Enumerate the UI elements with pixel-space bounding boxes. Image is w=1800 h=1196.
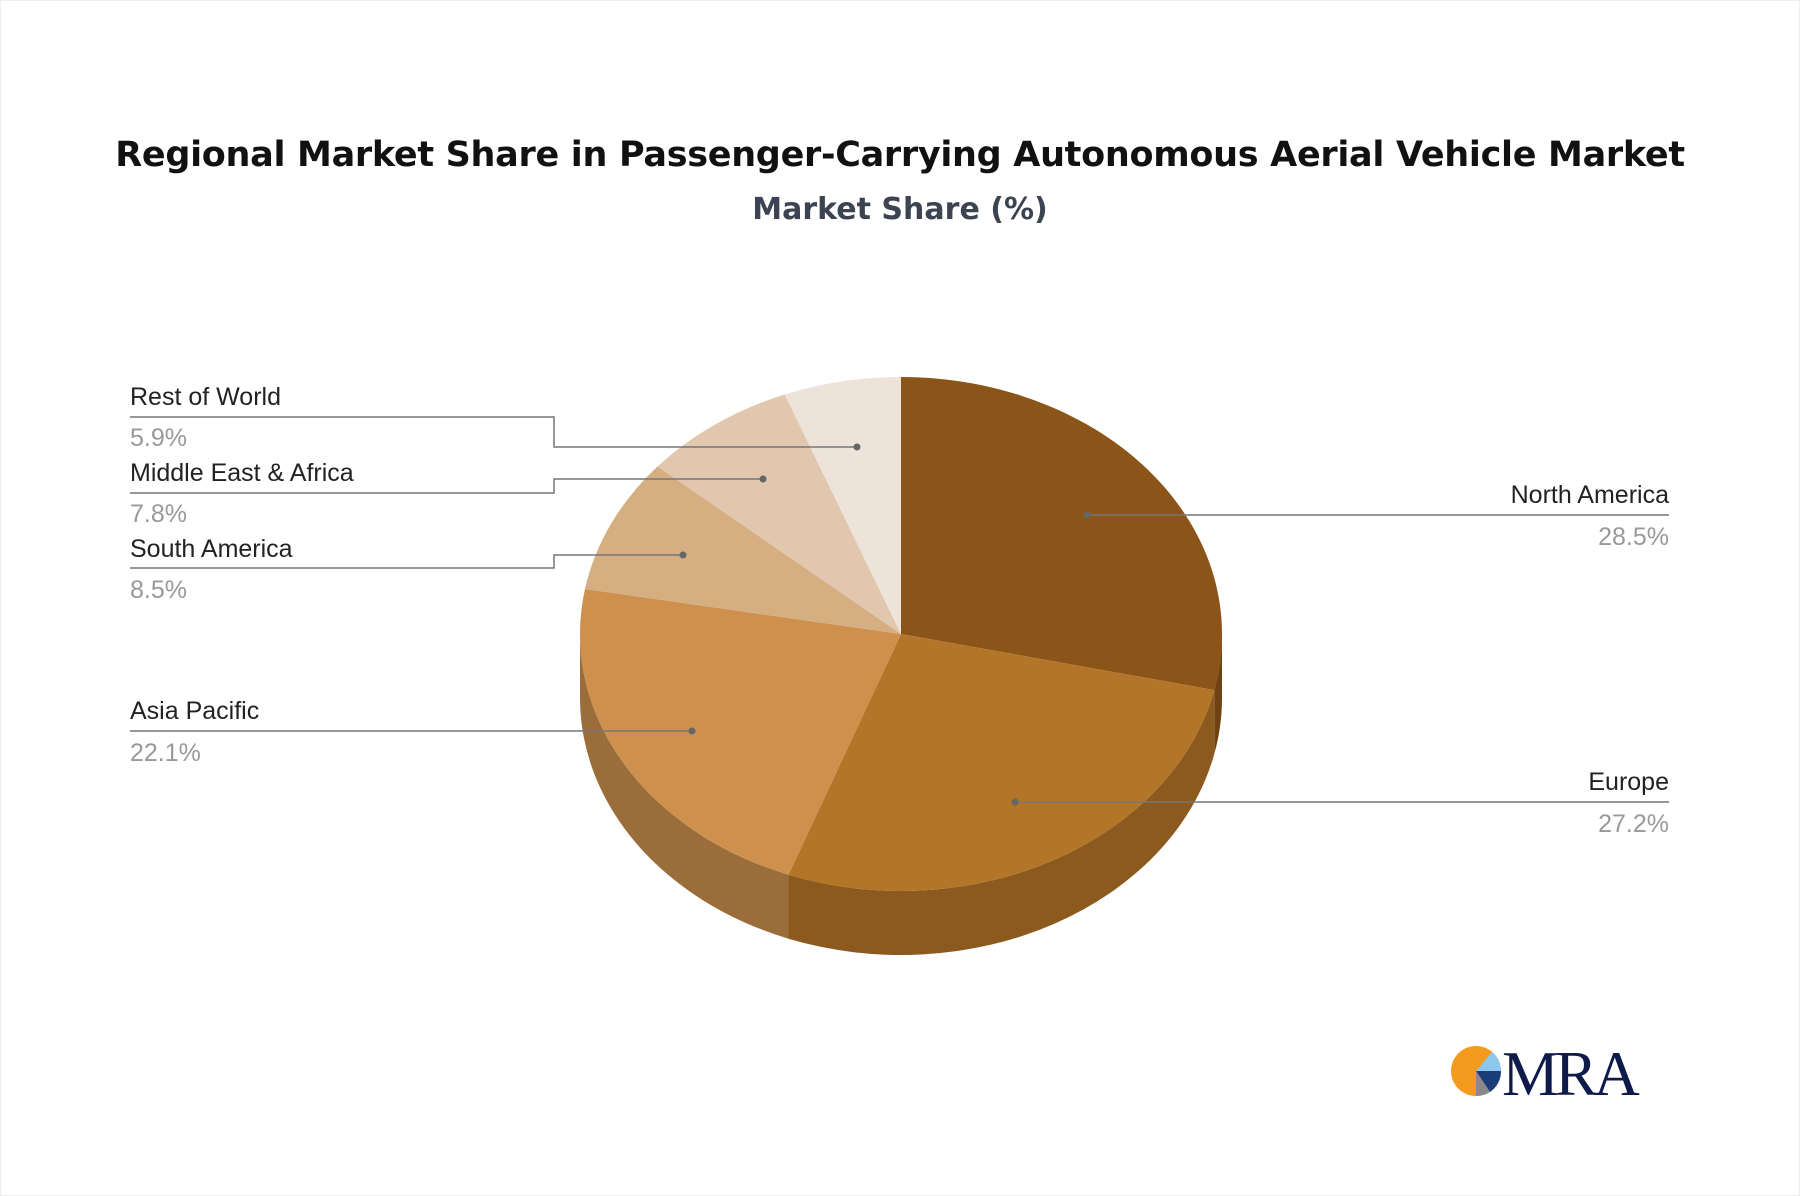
slice-label: Middle East & Africa [130, 459, 354, 487]
logo-text: MRA [1502, 1038, 1640, 1109]
leader-line [130, 554, 683, 569]
leader-line [130, 478, 763, 494]
slice-label: Rest of World [130, 383, 281, 411]
pie-slice-middle-east-africa[interactable] [657, 394, 901, 634]
slice-value: 7.8% [130, 500, 187, 528]
slice-value: 8.5% [130, 576, 187, 604]
pie-slice-north-america[interactable] [901, 377, 1222, 691]
leader-dot [853, 443, 861, 451]
slice-value: 28.5% [1598, 523, 1669, 551]
pie-slice-europe[interactable] [788, 634, 1215, 891]
leader-line [130, 416, 857, 448]
pie-slice-asia-pacific[interactable] [579, 589, 901, 875]
slice-label: Asia Pacific [130, 697, 259, 725]
leader-dot [1083, 511, 1091, 519]
pie-slice-south-america[interactable] [584, 466, 901, 634]
leader-dot [688, 727, 696, 735]
slice-value: 5.9% [130, 424, 187, 452]
slice-label: North America [1511, 481, 1669, 509]
pie-side-0 [1214, 634, 1222, 755]
slice-label: Europe [1588, 768, 1669, 796]
pie-side-2 [580, 634, 789, 939]
mra-logo: MRA [1451, 1038, 1644, 1109]
chart-title: Regional Market Share in Passenger-Carry… [115, 135, 1685, 175]
slice-label: South America [130, 535, 293, 563]
slice-value: 22.1% [130, 739, 201, 767]
slice-value: 27.2% [1598, 810, 1669, 838]
leader-dot [1011, 798, 1019, 806]
chart-subtitle: Market Share (%) [752, 192, 1048, 227]
pie-slice-rest-of-world[interactable] [784, 377, 901, 634]
pie-side-1 [788, 690, 1215, 955]
leader-dot [679, 551, 687, 559]
leader-dot [759, 475, 767, 483]
